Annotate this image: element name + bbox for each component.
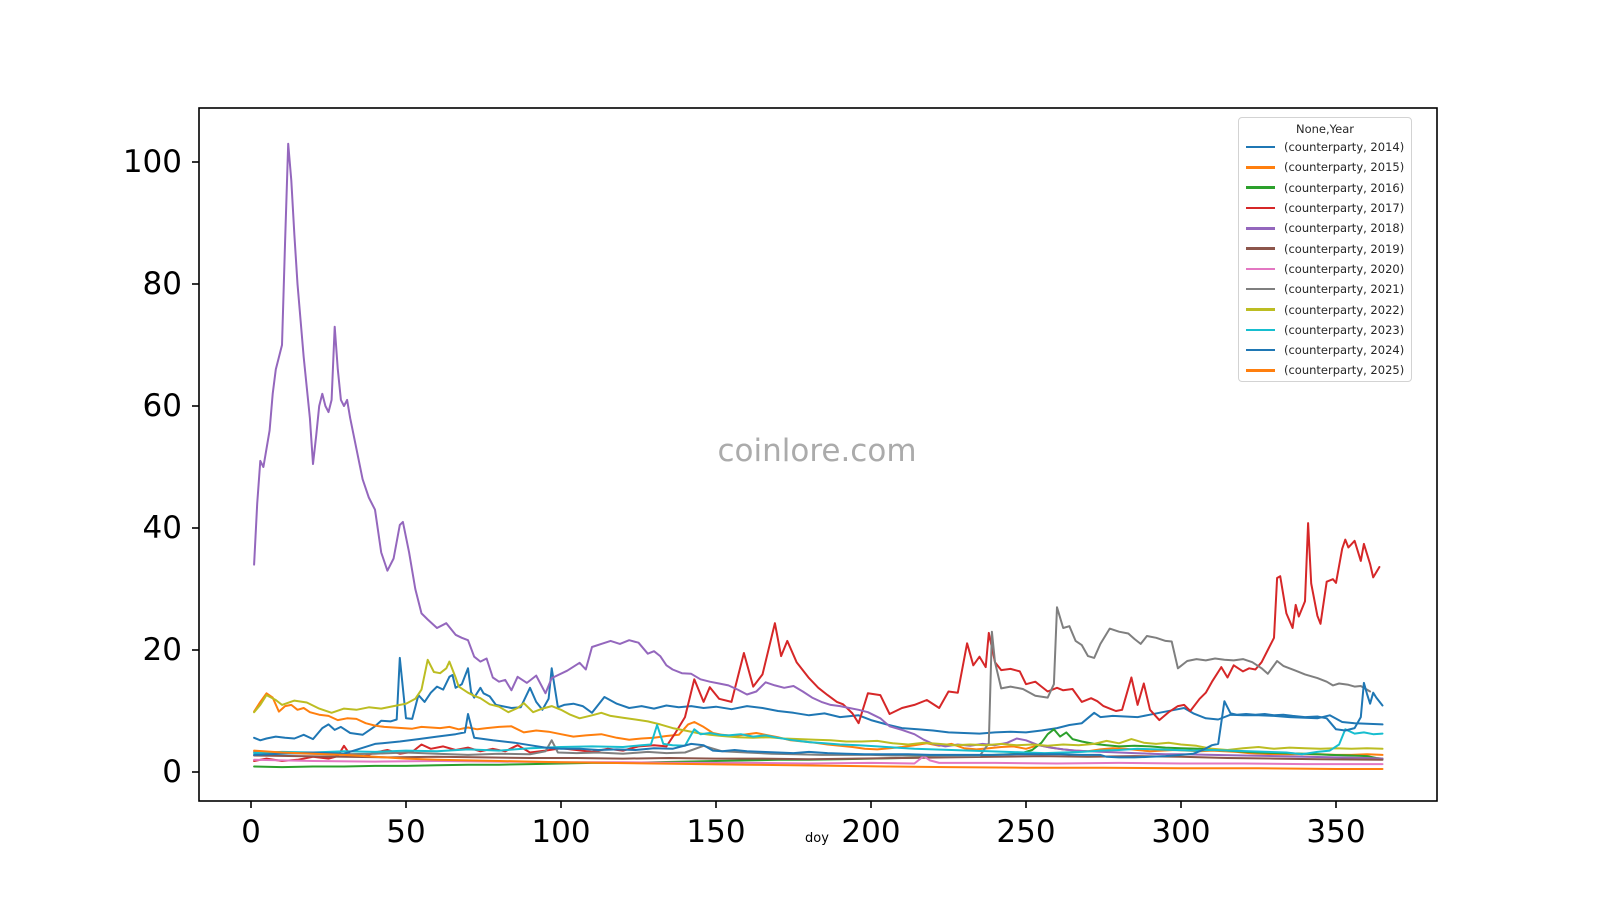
legend-label: (counterparty, 2025) <box>1284 363 1405 378</box>
legend-entry-2025: (counterparty, 2025) <box>1239 360 1411 380</box>
legend-line-2020 <box>1246 267 1275 271</box>
y-tick-label: 0 <box>162 754 182 790</box>
legend-line-2015 <box>1246 166 1275 169</box>
legend-line-2014 <box>1246 145 1275 149</box>
legend-entries: (counterparty, 2014) (counterparty, 2015)… <box>1239 137 1411 381</box>
x-tick-label: 200 <box>841 814 901 850</box>
legend-label: (counterparty, 2021) <box>1284 282 1405 297</box>
legend-entry-2022: (counterparty, 2022) <box>1239 299 1411 319</box>
legend-label: (counterparty, 2015) <box>1284 160 1405 175</box>
legend-entry-2014: (counterparty, 2014) <box>1239 137 1411 157</box>
legend-line-2017 <box>1246 206 1275 210</box>
legend-label: (counterparty, 2020) <box>1284 261 1405 276</box>
legend-title: None,Year <box>1295 122 1354 136</box>
series-line-2023 <box>253 724 1384 756</box>
legend: None,Year (counterparty, 2014) (counterpa… <box>1238 117 1412 382</box>
series-line-2019 <box>253 754 1384 761</box>
legend-label: (counterparty, 2016) <box>1284 180 1405 195</box>
legend-entry-2023: (counterparty, 2023) <box>1239 320 1411 340</box>
y-tick-label: 40 <box>142 510 182 546</box>
series-line-2021 <box>253 606 1372 758</box>
axes-frame <box>198 107 1438 802</box>
x-tick-label: 100 <box>531 814 591 850</box>
legend-line-2025 <box>1246 369 1275 372</box>
legend-entry-2024: (counterparty, 2024) <box>1239 340 1411 360</box>
series-line-2015 <box>253 692 1384 756</box>
series-line-2022 <box>253 658 1384 751</box>
x-tick-label: 250 <box>996 814 1056 850</box>
series-line-2024 <box>253 681 1384 759</box>
y-tick-label: 20 <box>142 632 182 668</box>
legend-entry-2019: (counterparty, 2019) <box>1239 238 1411 258</box>
legend-label: (counterparty, 2014) <box>1284 140 1405 155</box>
legend-label: (counterparty, 2022) <box>1284 302 1405 317</box>
legend-entry-2016: (counterparty, 2016) <box>1239 178 1411 198</box>
x-axis-label: doy <box>805 831 829 846</box>
legend-line-2022 <box>1246 308 1275 311</box>
series-line-2014 <box>253 656 1384 742</box>
legend-line-2019 <box>1246 247 1275 250</box>
x-tick-label: 350 <box>1306 814 1366 850</box>
x-tick-label: 150 <box>686 814 746 850</box>
y-tick-label: 100 <box>122 144 182 180</box>
legend-line-2016 <box>1246 186 1275 189</box>
x-tick-label: 0 <box>241 814 261 850</box>
y-tick-label: 80 <box>142 266 182 302</box>
y-tick-label: 60 <box>142 388 182 424</box>
legend-label: (counterparty, 2024) <box>1284 343 1405 358</box>
legend-line-2021 <box>1246 287 1275 291</box>
x-tick-label: 300 <box>1151 814 1211 850</box>
legend-label: (counterparty, 2019) <box>1284 241 1405 256</box>
series-line-2025 <box>253 749 1384 770</box>
legend-line-2023 <box>1246 328 1275 332</box>
series-line-2017 <box>253 522 1381 762</box>
legend-line-2024 <box>1246 348 1275 352</box>
watermark: coinlore.com <box>717 433 917 469</box>
legend-label: (counterparty, 2018) <box>1284 221 1405 236</box>
legend-entry-2018: (counterparty, 2018) <box>1239 218 1411 238</box>
legend-label: (counterparty, 2017) <box>1284 201 1405 216</box>
x-tick-label: 50 <box>386 814 426 850</box>
legend-entry-2021: (counterparty, 2021) <box>1239 279 1411 299</box>
legend-line-2018 <box>1246 227 1275 230</box>
legend-entry-2020: (counterparty, 2020) <box>1239 259 1411 279</box>
legend-label: (counterparty, 2023) <box>1284 322 1405 337</box>
legend-entry-2015: (counterparty, 2015) <box>1239 157 1411 177</box>
legend-entry-2017: (counterparty, 2017) <box>1239 198 1411 218</box>
